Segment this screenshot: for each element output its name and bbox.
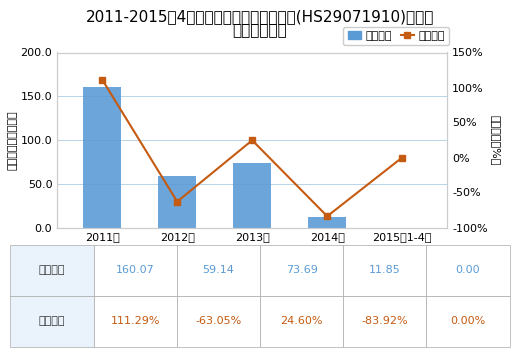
Legend: 进口金额, 同比增长: 进口金额, 同比增长 [343,27,449,46]
Bar [233,163,271,228]
Y-axis label: 同比增长（%）: 同比增长（%） [490,115,500,165]
Bar [159,176,196,228]
Text: 2011-2015年4月邻仲丁基酚、邻异丙基酚(HS29071910)进口总: 2011-2015年4月邻仲丁基酚、邻异丙基酚(HS29071910)进口总 [86,9,434,24]
Bar [83,88,121,228]
Y-axis label: 进口金额（万美元）: 进口金额（万美元） [8,110,18,170]
Bar [308,217,346,228]
Text: 额及增速统计: 额及增速统计 [232,23,288,38]
